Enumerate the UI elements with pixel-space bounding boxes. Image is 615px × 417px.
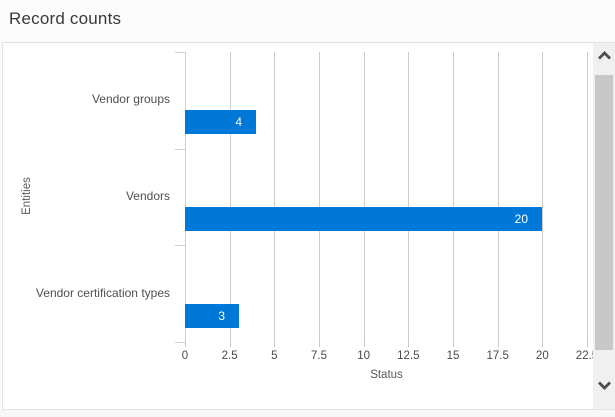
bar-vendor-certification-types[interactable]: 3 — [185, 303, 239, 328]
bar-vendors[interactable]: 20 — [185, 207, 542, 231]
bar-value-label: 3 — [218, 308, 225, 323]
bar-value-label: 4 — [235, 115, 242, 130]
vertical-scrollbar[interactable] — [593, 43, 615, 409]
scroll-up-button[interactable] — [593, 47, 615, 65]
chevron-down-icon — [597, 377, 612, 395]
bar-vendor-groups[interactable]: 4 — [185, 110, 256, 135]
bottom-strip — [0, 410, 615, 417]
scrollbar-thumb[interactable] — [595, 75, 613, 350]
chevron-up-icon — [597, 47, 612, 65]
bar-value-label: 20 — [514, 212, 528, 226]
chart-title: Record counts — [9, 9, 122, 28]
widget-header: Record counts — [0, 0, 615, 42]
scroll-down-button[interactable] — [593, 377, 615, 395]
